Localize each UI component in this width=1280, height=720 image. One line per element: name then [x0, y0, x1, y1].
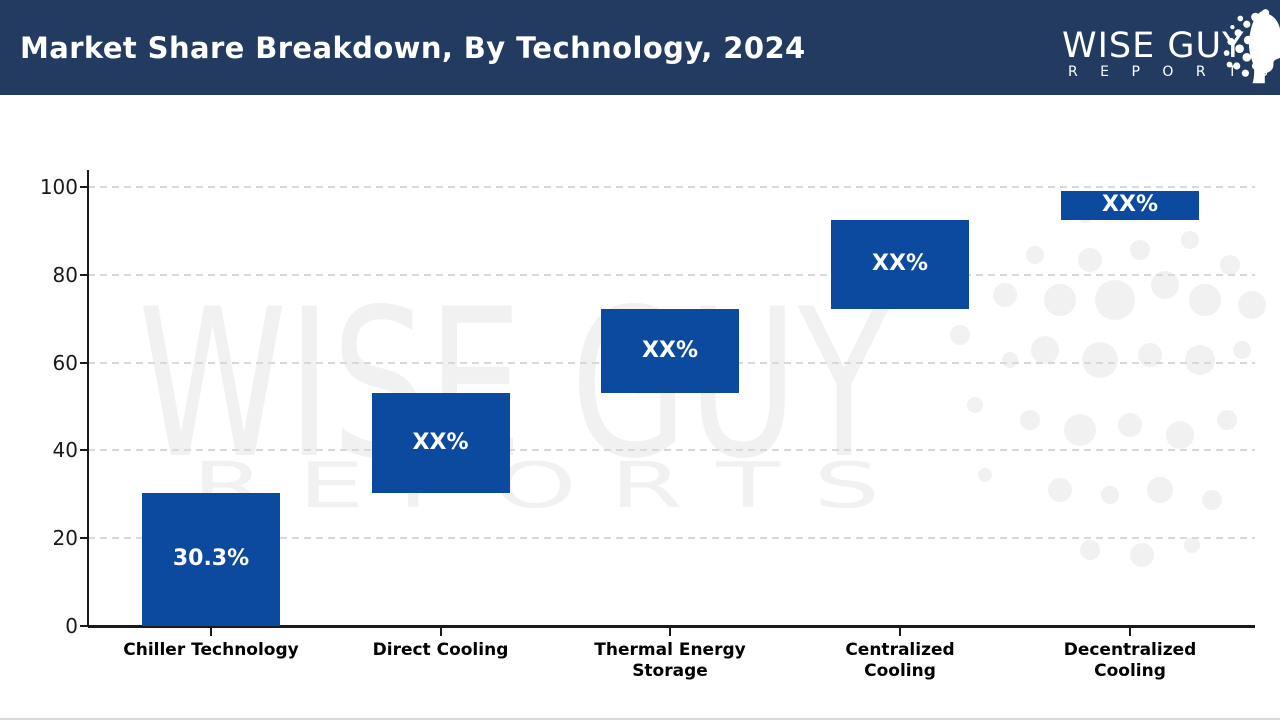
- waterfall-bar: [831, 219, 969, 310]
- x-axis-category-label: Decentralized Cooling: [1063, 640, 1197, 681]
- y-axis-line: [87, 170, 89, 626]
- x-axis-category-label: Direct Cooling: [372, 640, 509, 660]
- waterfall-bar: [1061, 190, 1199, 220]
- bar-value-label: XX%: [642, 337, 698, 363]
- waterfall-bar: [601, 309, 739, 393]
- y-axis-tick: [80, 537, 88, 540]
- waterfall-bar: [142, 492, 280, 626]
- bar-value-label: XX%: [1102, 192, 1158, 218]
- x-axis-category-label: Centralized Cooling: [845, 640, 955, 681]
- x-axis-tick: [899, 628, 901, 636]
- header-bar: Market Share Breakdown, By Technology, 2…: [0, 0, 1280, 95]
- watermark-line2: R E P O R T S: [192, 449, 880, 522]
- y-axis-tick: [80, 273, 88, 276]
- bar-value-label: XX%: [872, 251, 928, 277]
- bar-value-label: 30.3%: [172, 546, 250, 572]
- x-axis-tick: [439, 628, 442, 636]
- x-axis-category-label: Thermal Energy Storage: [594, 640, 746, 681]
- gridline: [88, 537, 1255, 540]
- wise-guy-reports-logo: WISE GUY R E P O R T S: [1018, 0, 1280, 95]
- x-axis-tick: [669, 628, 671, 636]
- x-axis-tick: [1129, 628, 1131, 636]
- waterfall-bar: [371, 392, 510, 493]
- page-title: Market Share Breakdown, By Technology, 2…: [20, 30, 806, 65]
- dotted-head-icon: [1223, 9, 1280, 84]
- bar-value-label: XX%: [412, 429, 469, 455]
- gridline: [88, 449, 1255, 452]
- x-axis-category-label: Chiller Technology: [123, 640, 299, 660]
- x-axis-line: [88, 625, 1255, 628]
- y-axis-tick: [80, 186, 88, 188]
- y-axis-tick: [80, 449, 88, 452]
- y-axis-tick-label: 20: [52, 526, 78, 551]
- x-axis-tick: [210, 628, 212, 636]
- y-axis-tick-label: 100: [39, 175, 78, 199]
- logo-wordmark: WISE GUY: [1062, 26, 1245, 66]
- y-axis-tick: [80, 625, 88, 627]
- logo-subtitle: R E P O R T S: [1068, 64, 1277, 80]
- y-axis-tick-label: 80: [52, 262, 78, 287]
- gridline: [88, 186, 1255, 188]
- gridline: [88, 273, 1255, 276]
- watermark-line1: WISE GUY: [138, 266, 891, 504]
- y-axis-tick-label: 60: [52, 350, 78, 375]
- y-axis-tick-label: 40: [52, 438, 78, 463]
- y-axis-tick-label: 0: [65, 614, 78, 638]
- y-axis-tick: [80, 361, 88, 364]
